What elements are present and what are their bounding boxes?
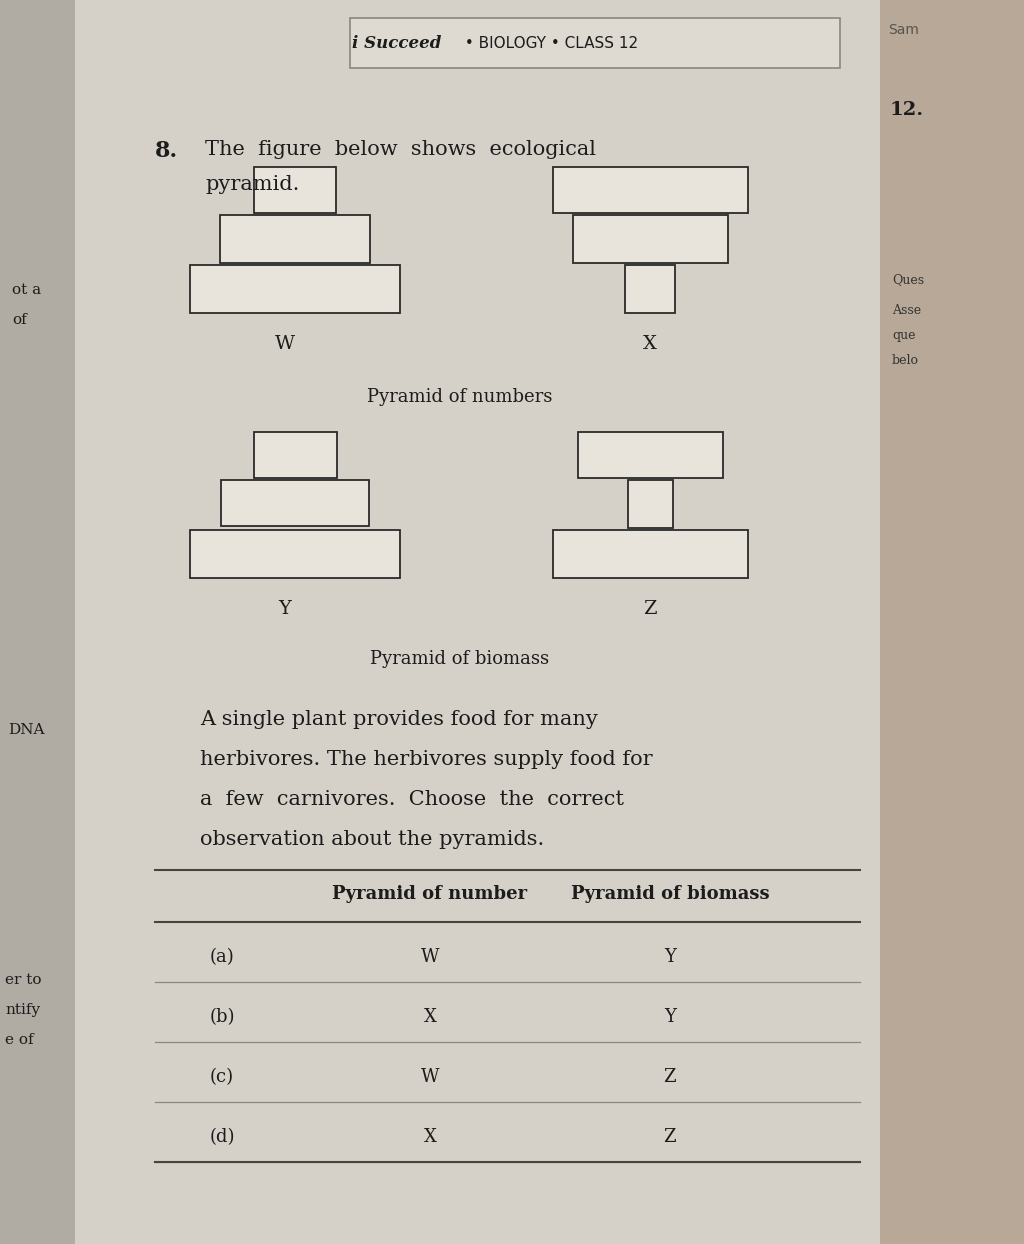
Bar — [628, 480, 673, 527]
Text: Ques: Ques — [892, 274, 924, 286]
Text: er to: er to — [5, 973, 42, 986]
Text: (c): (c) — [210, 1069, 234, 1086]
Text: • BIOLOGY • CLASS 12: • BIOLOGY • CLASS 12 — [460, 36, 638, 51]
Text: Pyramid of biomass: Pyramid of biomass — [371, 651, 550, 668]
Bar — [221, 480, 369, 526]
Bar — [880, 0, 1024, 1244]
Text: a  few  carnivores.  Choose  the  correct: a few carnivores. Choose the correct — [200, 790, 624, 809]
Text: ot a: ot a — [12, 282, 41, 297]
Text: (a): (a) — [210, 948, 234, 967]
Text: observation about the pyramids.: observation about the pyramids. — [200, 830, 544, 848]
Text: of: of — [12, 313, 27, 327]
Bar — [190, 530, 400, 578]
Text: 8.: 8. — [155, 141, 178, 162]
Text: 12.: 12. — [890, 101, 924, 119]
Bar — [625, 265, 675, 313]
Bar — [553, 530, 748, 578]
Text: Y: Y — [664, 948, 676, 967]
Text: ntify: ntify — [5, 1003, 40, 1018]
Bar — [572, 215, 727, 262]
Text: W: W — [421, 1069, 439, 1086]
Text: X: X — [424, 1008, 436, 1026]
Text: W: W — [275, 335, 295, 353]
Text: i Succeed: i Succeed — [352, 35, 441, 51]
Bar — [578, 432, 723, 478]
Text: Pyramid of number: Pyramid of number — [333, 884, 527, 903]
Text: Z: Z — [643, 600, 656, 618]
Text: Y: Y — [279, 600, 292, 618]
Text: Pyramid of numbers: Pyramid of numbers — [368, 388, 553, 406]
Text: pyramid.: pyramid. — [205, 175, 299, 194]
Text: X: X — [424, 1128, 436, 1146]
Text: Z: Z — [664, 1128, 676, 1146]
Bar — [254, 432, 337, 478]
Text: W: W — [421, 948, 439, 967]
Bar — [553, 167, 748, 213]
Bar — [0, 0, 910, 1244]
Text: The  figure  below  shows  ecological: The figure below shows ecological — [205, 141, 596, 159]
Text: e of: e of — [5, 1033, 34, 1047]
Bar — [350, 17, 840, 68]
Text: Z: Z — [664, 1069, 676, 1086]
Text: Asse: Asse — [892, 304, 922, 316]
Text: A single plant provides food for many: A single plant provides food for many — [200, 710, 598, 729]
Text: DNA: DNA — [8, 723, 44, 736]
Bar — [0, 0, 75, 1244]
Bar — [254, 167, 336, 213]
Text: que: que — [892, 328, 915, 342]
Text: Y: Y — [664, 1008, 676, 1026]
Text: herbivores. The herbivores supply food for: herbivores. The herbivores supply food f… — [200, 750, 652, 769]
Text: X: X — [643, 335, 657, 353]
Text: Sam: Sam — [888, 22, 919, 37]
Bar — [220, 215, 370, 262]
Bar — [190, 265, 400, 313]
Text: Pyramid of biomass: Pyramid of biomass — [570, 884, 769, 903]
Text: (d): (d) — [210, 1128, 236, 1146]
Text: (b): (b) — [210, 1008, 236, 1026]
Text: belo: belo — [892, 353, 919, 367]
